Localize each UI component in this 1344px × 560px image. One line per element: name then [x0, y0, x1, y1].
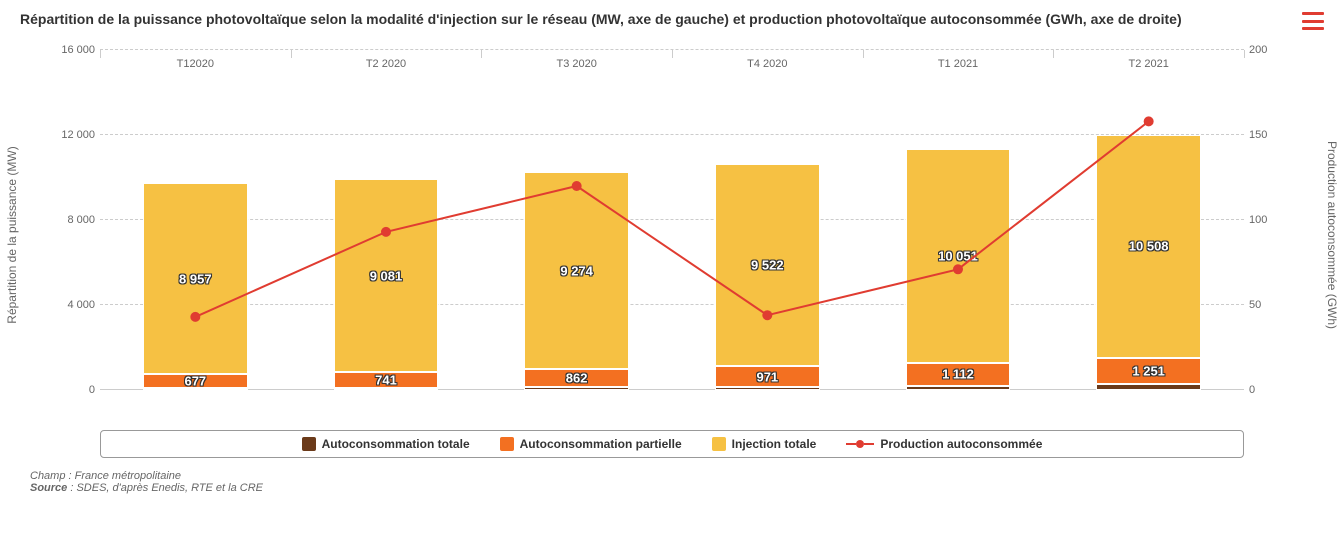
- y-tick-right: 100: [1249, 214, 1289, 226]
- line-marker[interactable]: [381, 227, 391, 237]
- chart-title: Répartition de la puissance photovoltaïq…: [20, 10, 1302, 30]
- champ-label: Champ :: [30, 470, 75, 482]
- champ-line: Champ : France métropolitaine: [30, 470, 1324, 482]
- plot-inner: 004 000508 00010012 00015016 0002006778 …: [100, 50, 1244, 390]
- y-tick-left: 0: [45, 384, 95, 396]
- y-tick-right: 50: [1249, 299, 1289, 311]
- y-axis-left-title: Répartition de la puissance (MW): [5, 146, 19, 323]
- legend-item[interactable]: Injection totale: [712, 437, 817, 451]
- footnotes: Champ : France métropolitaine Source : S…: [30, 470, 1324, 494]
- y-tick-right: 0: [1249, 384, 1289, 396]
- line-marker[interactable]: [572, 181, 582, 191]
- chart-container: Répartition de la puissance photovoltaïq…: [0, 0, 1344, 560]
- legend-item[interactable]: Autoconsommation totale: [302, 437, 470, 451]
- legend-label: Injection totale: [732, 437, 817, 451]
- legend-line-icon: [846, 440, 874, 448]
- line-marker[interactable]: [953, 264, 963, 274]
- champ-value: France métropolitaine: [75, 470, 181, 482]
- legend-label: Autoconsommation partielle: [520, 437, 682, 451]
- legend-label: Production autoconsommée: [880, 437, 1042, 451]
- source-line: Source : SDES, d'après Enedis, RTE et la…: [30, 482, 1324, 494]
- legend-swatch-icon: [302, 437, 316, 451]
- header-row: Répartition de la puissance photovoltaïq…: [20, 10, 1324, 30]
- line-series[interactable]: [100, 50, 1244, 390]
- line-marker[interactable]: [1144, 116, 1154, 126]
- y-tick-left: 4 000: [45, 299, 95, 311]
- plot-area: Répartition de la puissance (MW) Product…: [20, 50, 1324, 420]
- line-marker[interactable]: [762, 310, 772, 320]
- source-value: : SDES, d'après Enedis, RTE et la CRE: [67, 482, 263, 494]
- y-tick-left: 8 000: [45, 214, 95, 226]
- y-axis-right-title: Production autoconsommée (GWh): [1325, 141, 1339, 329]
- y-tick-left: 12 000: [45, 129, 95, 141]
- y-tick-right: 150: [1249, 129, 1289, 141]
- source-label: Source: [30, 482, 67, 494]
- legend-swatch-icon: [712, 437, 726, 451]
- legend-label: Autoconsommation totale: [322, 437, 470, 451]
- hamburger-menu-icon[interactable]: [1302, 12, 1324, 30]
- y-tick-left: 16 000: [45, 44, 95, 56]
- legend-swatch-icon: [500, 437, 514, 451]
- legend-item[interactable]: Autoconsommation partielle: [500, 437, 682, 451]
- legend: Autoconsommation totale Autoconsommation …: [100, 430, 1244, 458]
- legend-item[interactable]: Production autoconsommée: [846, 437, 1042, 451]
- line-marker[interactable]: [190, 312, 200, 322]
- x-tick-mark: [1244, 50, 1245, 58]
- y-tick-right: 200: [1249, 44, 1289, 56]
